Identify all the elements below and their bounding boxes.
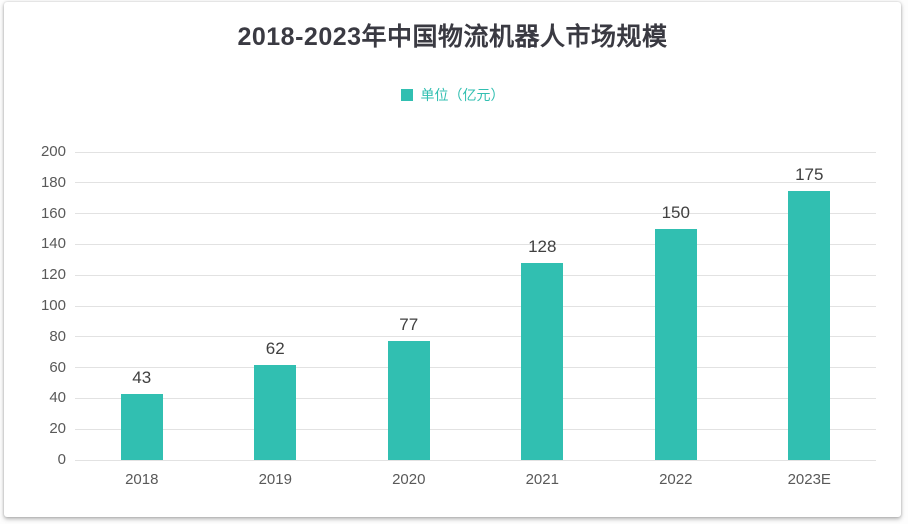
y-tick-label: 120 bbox=[40, 266, 66, 284]
y-tick-label: 20 bbox=[49, 420, 66, 438]
y-tick-label: 60 bbox=[49, 358, 66, 376]
y-tick-label: 140 bbox=[40, 235, 66, 253]
y-tick-label: 100 bbox=[40, 297, 66, 314]
chart-card: 2018-2023年中国物流机器人市场规模 单位（亿元） 200 180 160 14… bbox=[4, 2, 901, 517]
gridline bbox=[75, 428, 876, 430]
bar-slot: 43 bbox=[75, 152, 209, 460]
y-tick-label: 180 bbox=[40, 173, 66, 191]
bar-value-label: 43 bbox=[132, 367, 152, 387]
bar-value-label: 175 bbox=[795, 164, 824, 184]
x-tick-label: 2018 bbox=[125, 471, 159, 488]
gridline bbox=[75, 243, 876, 245]
x-tick-label: 2020 bbox=[392, 471, 426, 488]
bar-slot: 62 bbox=[209, 152, 343, 460]
bar-value-label: 128 bbox=[528, 236, 557, 256]
legend-swatch-icon bbox=[400, 89, 413, 101]
y-tick-label: 0 bbox=[57, 451, 66, 468]
gridline bbox=[75, 151, 876, 153]
chart-title: 2018-2023年中国物流机器人市场规模 bbox=[237, 23, 668, 51]
gridline bbox=[75, 397, 876, 399]
bar bbox=[120, 393, 163, 460]
bar-series: 43 62 77 128 150 175 bbox=[75, 152, 876, 460]
bar bbox=[254, 364, 297, 460]
bar-slot: 77 bbox=[342, 152, 476, 460]
bar-slot: 128 bbox=[476, 152, 610, 460]
gridline bbox=[75, 459, 876, 461]
bar bbox=[521, 262, 564, 460]
x-tick-label: 2023E bbox=[787, 471, 831, 488]
gridline bbox=[75, 305, 876, 307]
bar bbox=[387, 341, 430, 460]
gridline bbox=[75, 182, 876, 184]
x-tick-label: 2019 bbox=[258, 471, 292, 488]
gridline bbox=[75, 213, 876, 215]
bar bbox=[788, 190, 831, 460]
x-axis: 2018 2019 2020 2021 2022 2023E bbox=[75, 471, 876, 488]
bar-slot: 150 bbox=[609, 152, 743, 460]
y-tick-label: 40 bbox=[49, 389, 66, 407]
y-axis: 200 180 160 140 120 100 80 60 40 20 0 bbox=[4, 144, 66, 467]
x-tick-label: 2022 bbox=[659, 471, 693, 488]
bar bbox=[654, 229, 697, 460]
bar-value-label: 77 bbox=[399, 315, 419, 335]
gridline bbox=[75, 274, 876, 276]
bar-value-label: 62 bbox=[265, 338, 285, 358]
legend: 单位（亿元） bbox=[4, 85, 901, 105]
bar-value-label: 150 bbox=[661, 203, 690, 222]
y-tick-label: 80 bbox=[49, 327, 66, 345]
y-tick-label: 160 bbox=[40, 204, 66, 222]
x-tick-label: 2021 bbox=[525, 471, 559, 488]
plot-area: 43 62 77 128 150 175 bbox=[75, 151, 876, 461]
y-tick-label: 200 bbox=[40, 143, 66, 160]
gridline bbox=[75, 367, 876, 369]
legend-label: 单位（亿元） bbox=[420, 87, 505, 103]
gridline bbox=[75, 336, 876, 338]
bar-slot: 175 bbox=[743, 152, 877, 460]
